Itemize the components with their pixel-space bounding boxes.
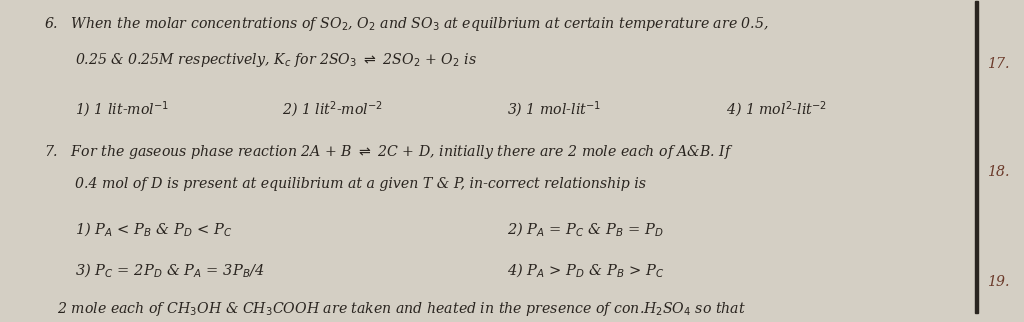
Text: 18.: 18.	[987, 165, 1010, 179]
Text: 2) P$_A$ = P$_C$ & P$_B$ = P$_D$: 2) P$_A$ = P$_C$ & P$_B$ = P$_D$	[507, 221, 664, 239]
Text: 3) 1 mol-lit$^{-1}$: 3) 1 mol-lit$^{-1}$	[507, 99, 601, 120]
Text: 1) 1 lit-mol$^{-1}$: 1) 1 lit-mol$^{-1}$	[75, 99, 169, 120]
Text: 2) 1 lit$^2$-mol$^{-2}$: 2) 1 lit$^2$-mol$^{-2}$	[283, 99, 383, 120]
Text: 0.4 mol of D is present at equilibrium at a given T & P, in-correct relationship: 0.4 mol of D is present at equilibrium a…	[75, 177, 646, 191]
Text: 1) P$_A$ < P$_B$ & P$_D$ < P$_C$: 1) P$_A$ < P$_B$ & P$_D$ < P$_C$	[75, 221, 232, 239]
Text: 3) P$_C$ = 2P$_D$ & P$_A$ = 3P$_B$/4: 3) P$_C$ = 2P$_D$ & P$_A$ = 3P$_B$/4	[75, 261, 264, 279]
Text: 0.25 & 0.25M respectively, K$_c$ for 2SO$_3$ $\rightleftharpoons$ 2SO$_2$ + O$_2: 0.25 & 0.25M respectively, K$_c$ for 2SO…	[75, 51, 477, 69]
Text: 6.   When the molar concentrations of SO$_2$, O$_2$ and SO$_3$ at equilbrium at : 6. When the molar concentrations of SO$_…	[44, 15, 769, 33]
Text: 17.: 17.	[987, 57, 1010, 71]
Text: 4) 1 mol$^2$-lit$^{-2}$: 4) 1 mol$^2$-lit$^{-2}$	[726, 99, 827, 120]
Text: 19.: 19.	[987, 275, 1010, 289]
Text: 4) P$_A$ > P$_D$ & P$_B$ > P$_C$: 4) P$_A$ > P$_D$ & P$_B$ > P$_C$	[507, 261, 665, 279]
Text: 2 mole each of CH$_3$OH & CH$_3$COOH are taken and heated in the presence of con: 2 mole each of CH$_3$OH & CH$_3$COOH are…	[44, 300, 746, 318]
Text: 7.   For the gaseous phase reaction 2A + B $\rightleftharpoons$ 2C + D, initiall: 7. For the gaseous phase reaction 2A + B…	[44, 143, 734, 161]
Bar	[975, 1, 978, 313]
